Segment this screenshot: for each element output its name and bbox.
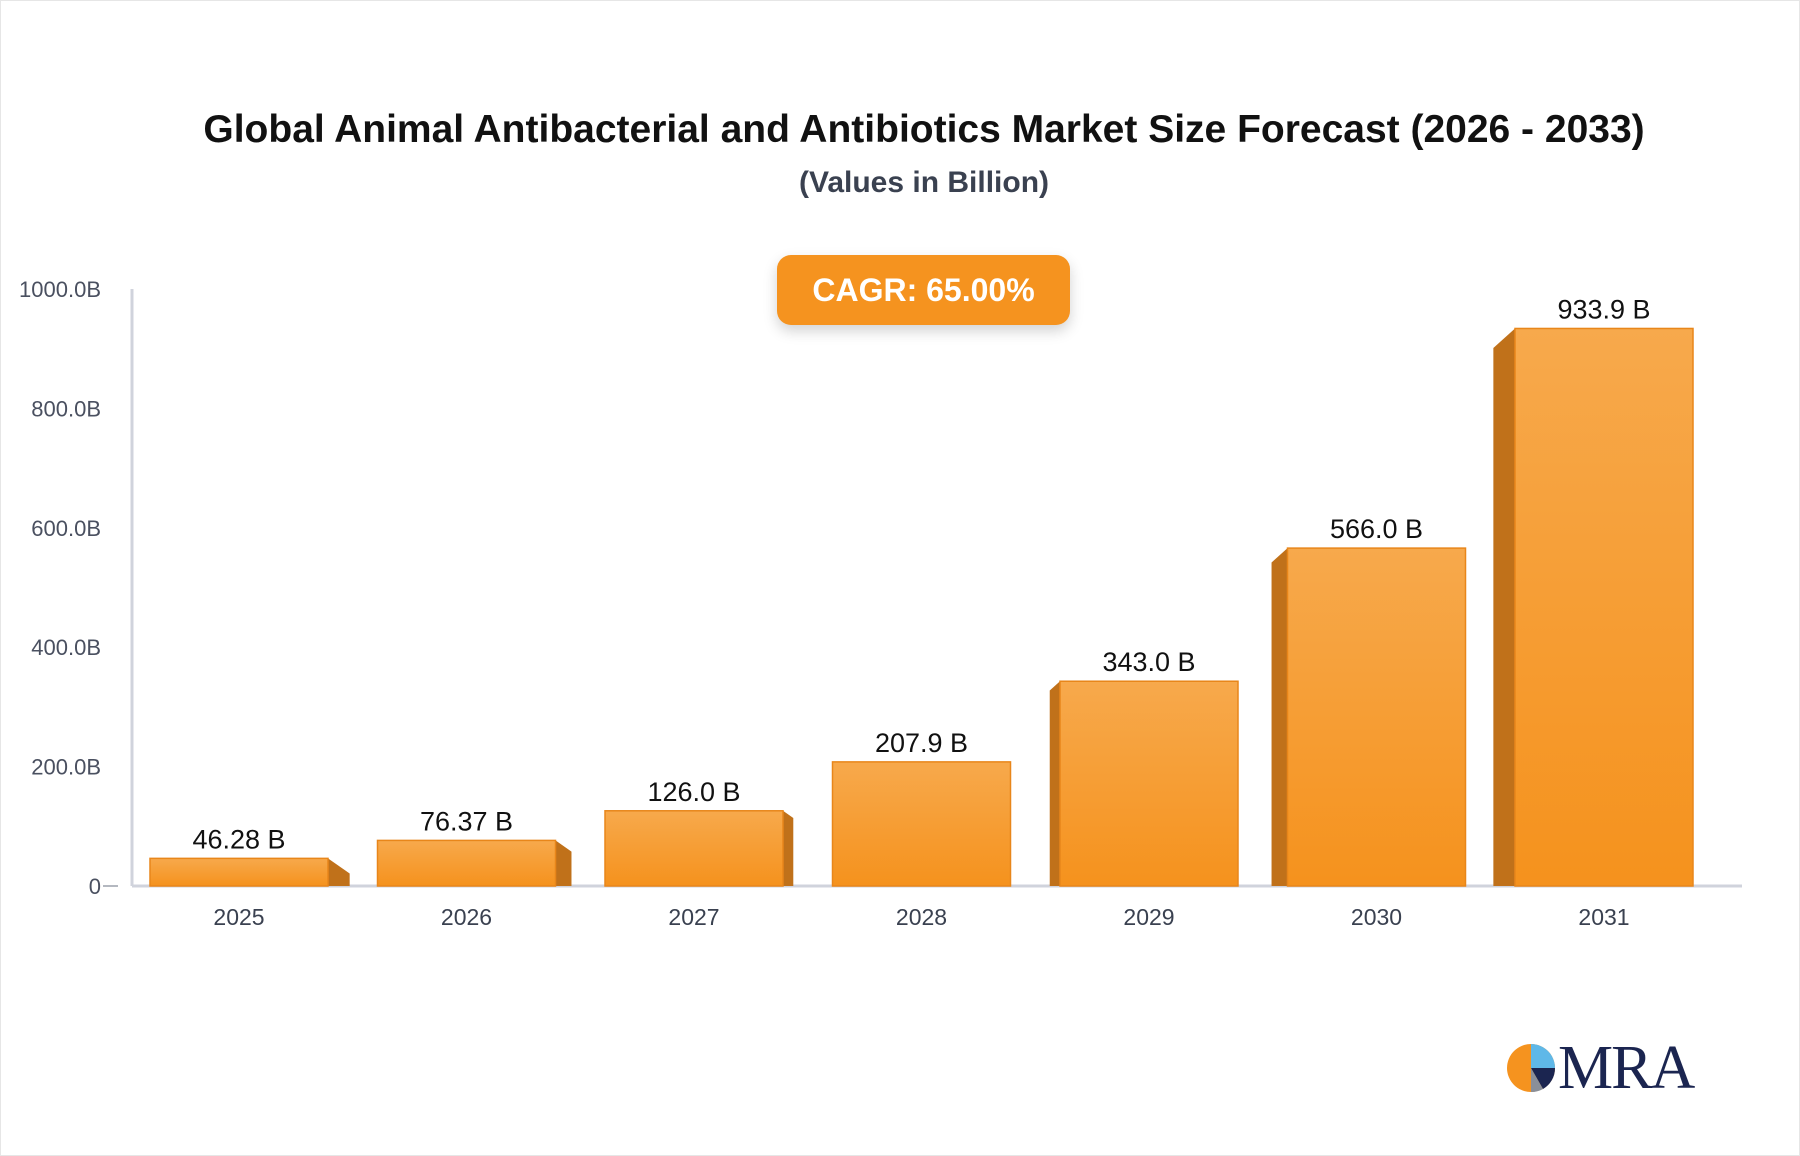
x-tick-label: 2025	[213, 904, 264, 930]
y-tick-label: 200.0B	[31, 755, 101, 780]
y-tick-label: 600.0B	[31, 516, 101, 541]
data-label: 566.0 B	[1330, 514, 1423, 544]
bar-side	[1049, 681, 1060, 886]
bar-side	[328, 858, 350, 886]
bar-group: 343.0 B 2029	[1049, 647, 1239, 930]
y-tick-label: 800.0B	[31, 396, 101, 421]
data-label: 126.0 B	[647, 777, 740, 807]
x-tick-label: 2031	[1578, 904, 1629, 930]
bar-group: 207.9 B 2028	[831, 728, 1012, 930]
bar	[831, 761, 1012, 887]
bar-side	[555, 840, 572, 886]
bar-group: 933.9 B 2031	[1493, 294, 1694, 930]
bar	[604, 810, 784, 887]
data-label: 76.37 B	[420, 806, 513, 836]
bar-group: 566.0 B 2030	[1271, 514, 1467, 930]
bar	[149, 857, 329, 887]
chart-subtitle: (Values in Billion)	[798, 166, 1050, 199]
cagr-badge: CAGR: 65.00%	[777, 255, 1070, 325]
bar	[376, 839, 557, 887]
x-tick-label: 2030	[1351, 904, 1402, 930]
y-tick-label: 400.0B	[31, 635, 101, 660]
data-label: 343.0 B	[1102, 647, 1195, 677]
bar-side	[1271, 548, 1288, 886]
bar-side	[783, 810, 794, 886]
data-label: 207.9 B	[875, 728, 968, 758]
x-tick-label: 2028	[896, 904, 947, 930]
x-tick-label: 2027	[668, 904, 719, 930]
logo-pie-icon	[1507, 1044, 1556, 1093]
mra-logo: MRA	[1506, 1035, 1696, 1101]
bar	[1514, 327, 1694, 887]
data-label: 46.28 B	[192, 824, 285, 854]
bar-group: 126.0 B 2027	[604, 777, 794, 930]
bar	[1059, 680, 1239, 887]
chart-title: Global Animal Antibacterial and Antibiot…	[203, 108, 1645, 151]
bar-group: 76.37 B 2026	[376, 806, 572, 930]
bar-side	[1493, 328, 1515, 887]
bar	[1286, 547, 1467, 887]
x-tick-label: 2029	[1123, 904, 1174, 930]
data-label: 933.9 B	[1557, 294, 1650, 324]
logo-text: MRA	[1558, 1034, 1695, 1102]
y-tick-label: 1000.0B	[19, 277, 101, 302]
y-tick-label: 0	[89, 874, 101, 899]
bar-group: 46.28 B 2025	[149, 824, 350, 930]
x-tick-label: 2026	[441, 904, 492, 930]
